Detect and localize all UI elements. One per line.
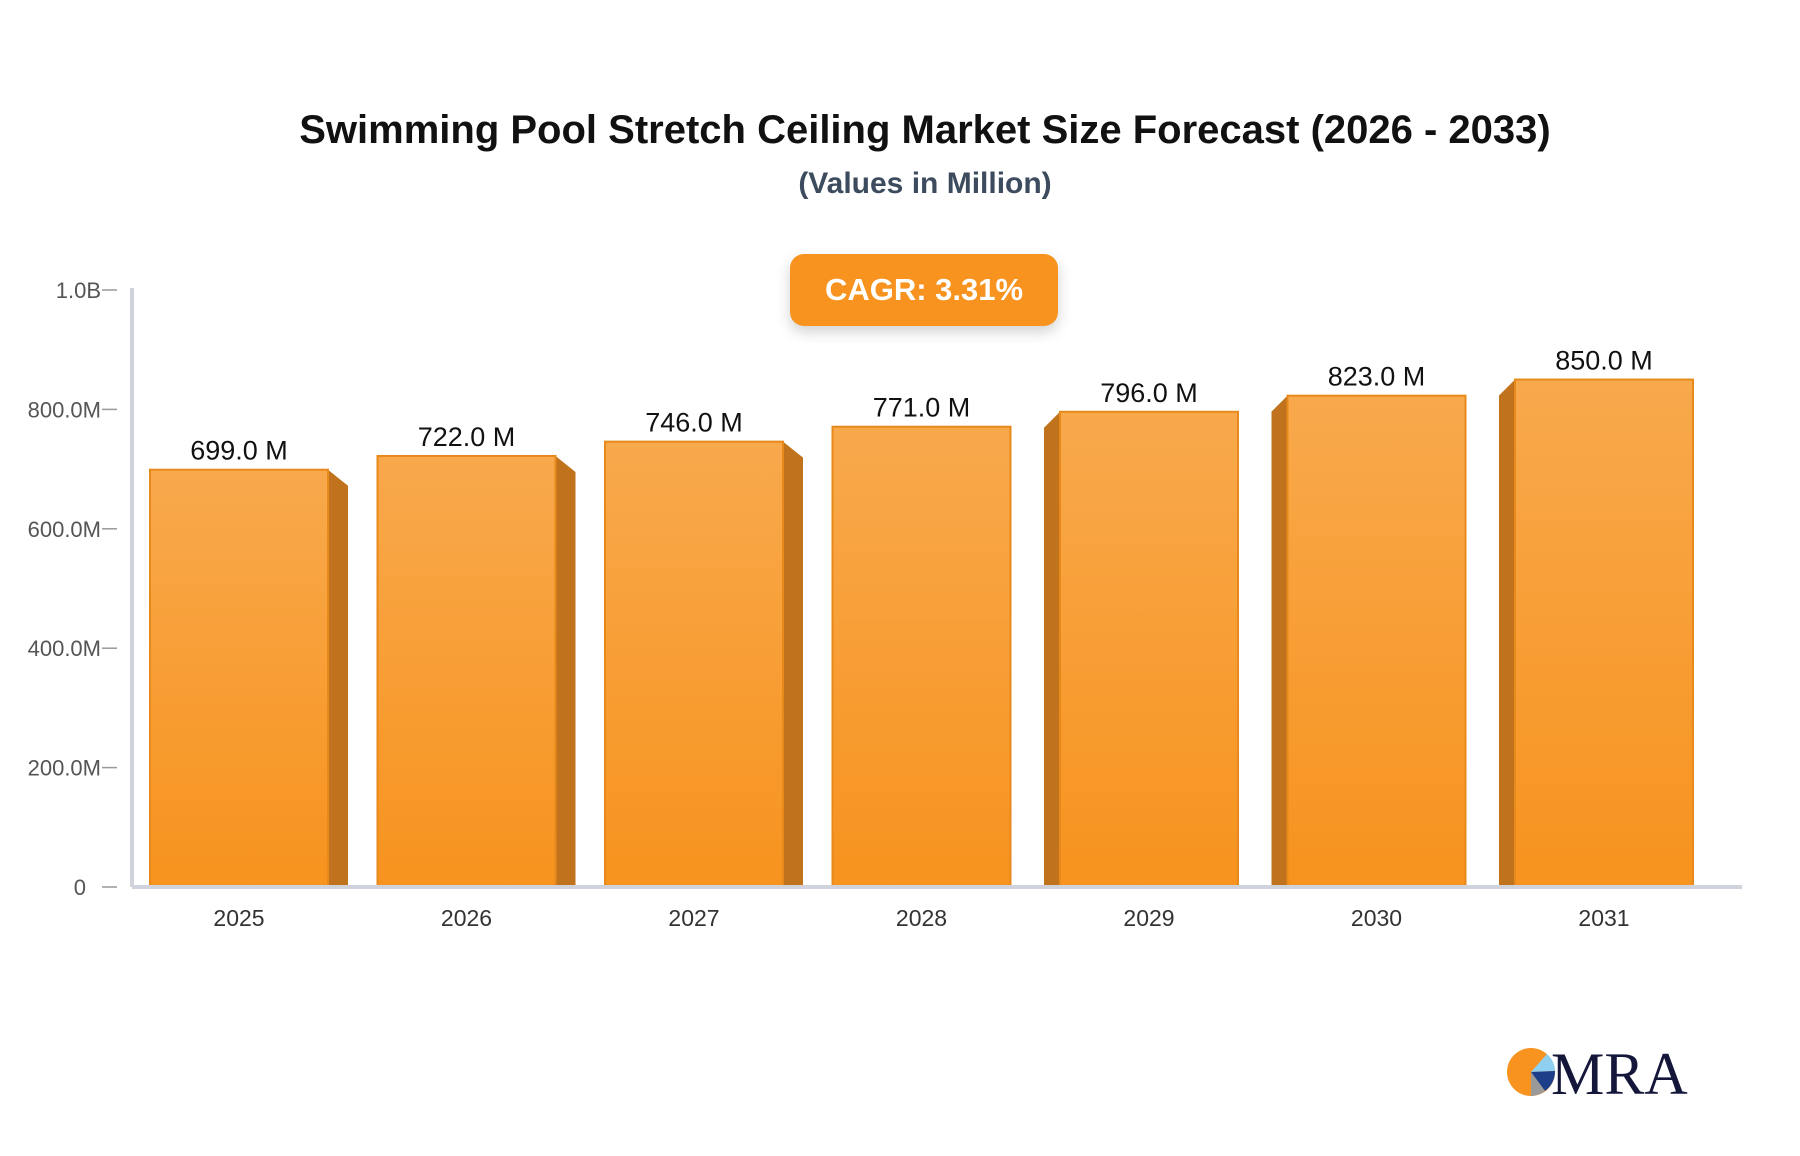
bar-2028 [831,425,1012,888]
bar-side [1271,395,1288,887]
data-label: 850.0 M [1555,346,1653,376]
chart-subtitle: (Values in Million) [798,167,1052,200]
bar-2029 [1059,410,1239,888]
x-tick-label: 2027 [668,905,719,931]
x-tick-label: 2030 [1351,905,1402,931]
chart-title: Swimming Pool Stretch Ceiling Market Siz… [299,108,1551,152]
bar-2025 [149,468,329,888]
y-tick-label: 400.0M [28,636,101,661]
bar-side [783,441,803,887]
bar-2027 [604,440,784,888]
x-tick-label: 2026 [441,905,492,931]
svg-text:MRA: MRA [1551,1041,1688,1100]
bar-2030 [1286,394,1467,888]
y-tick-label: 200.0M [28,756,101,781]
data-label: 771.0 M [873,393,971,423]
bar-side [328,469,348,887]
bar-side [1499,379,1515,887]
bar-side [1044,411,1060,887]
mra-logo: MRA [1505,1040,1695,1100]
cagr-badge: CAGR: 3.31% [790,254,1058,326]
data-label: 746.0 M [645,408,743,438]
data-label: 722.0 M [418,422,516,452]
data-label: 823.0 M [1328,362,1426,392]
data-label: 796.0 M [1100,378,1198,408]
bar-2026 [376,454,557,888]
data-label: 699.0 M [190,436,288,466]
y-tick-label: 0 [74,875,86,900]
x-tick-label: 2025 [213,905,264,931]
x-tick-label: 2031 [1578,905,1629,931]
y-tick-label: 600.0M [28,517,101,542]
x-tick-label: 2028 [896,905,947,931]
bar-2031 [1514,378,1694,888]
y-tick-label: 800.0M [28,397,101,422]
bar-side [555,455,576,887]
y-tick-label: 1.0B [56,278,101,303]
x-tick-label: 2029 [1123,905,1174,931]
